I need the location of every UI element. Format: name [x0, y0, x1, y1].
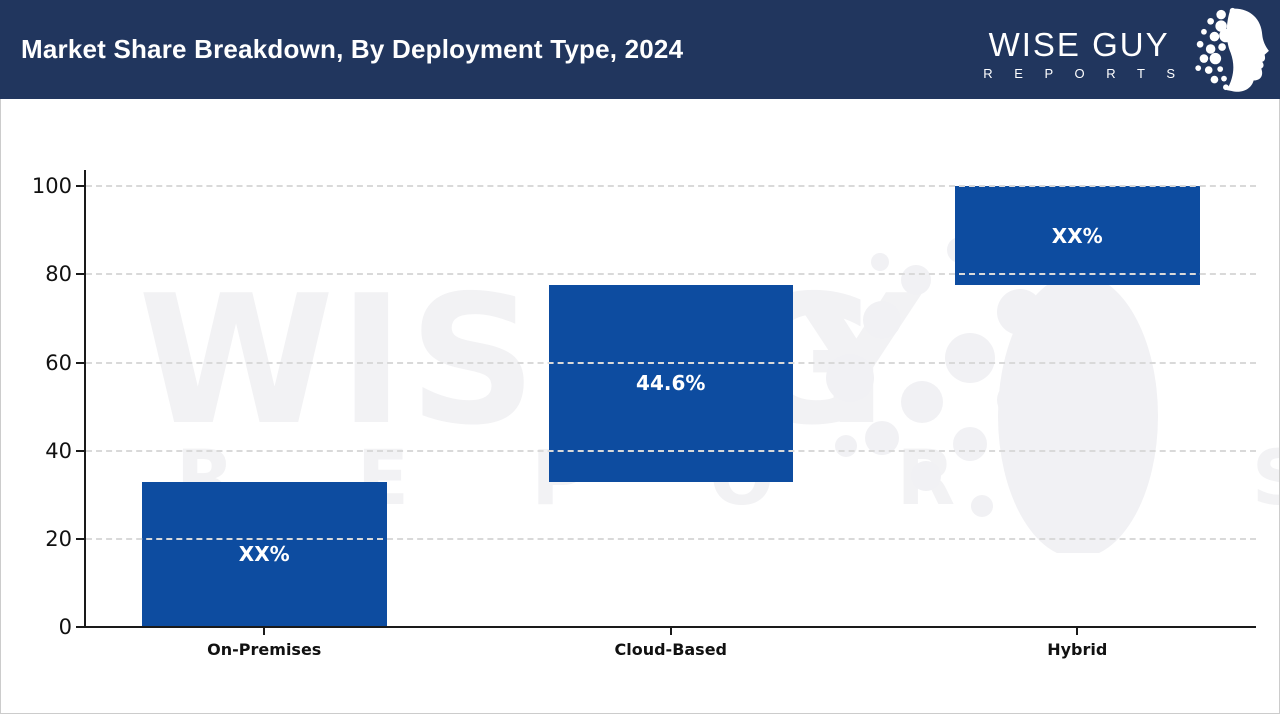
x-tick-mark-Hybrid [1076, 628, 1079, 635]
brand-name: WISE GUY [988, 26, 1170, 63]
y-tick-mark-60 [76, 361, 84, 364]
x-category-label: Hybrid [1047, 640, 1108, 659]
y-tick-label-100: 100 [31, 174, 72, 199]
gridline-80 [86, 273, 1256, 276]
header-bar: Market Share Breakdown, By Deployment Ty… [0, 0, 1280, 99]
brand-text: WISE GUY R E P O R T S [974, 28, 1184, 81]
y-tick-mark-100 [76, 185, 84, 188]
x-tick-mark-On-Premises [263, 628, 266, 635]
gridline-40 [86, 449, 1256, 452]
brand-head-icon [1195, 7, 1269, 92]
bar-value-label: 44.6% [636, 371, 706, 396]
y-tick-label-20: 20 [45, 526, 72, 551]
x-category-label: On-Premises [207, 640, 322, 659]
brand-subtitle: R E P O R T S [983, 66, 1184, 81]
bar-Hybrid: XX% [955, 186, 1200, 285]
brand-logo: WISE GUY R E P O R T S [974, 6, 1274, 92]
y-tick-label-80: 80 [45, 262, 72, 287]
y-tick-mark-80 [76, 273, 84, 276]
gridline-20 [86, 537, 1256, 540]
gridline-60 [86, 361, 1256, 364]
bar-On-Premises: XX% [142, 481, 387, 627]
x-category-label: Cloud-Based [614, 640, 728, 659]
chart-title: Market Share Breakdown, By Deployment Ty… [21, 34, 684, 64]
y-tick-label-60: 60 [45, 350, 72, 375]
gridline-100 [86, 185, 1256, 188]
bar-value-label: XX% [1051, 223, 1103, 248]
y-tick-label-0: 0 [58, 615, 72, 639]
y-tick-mark-0 [76, 626, 84, 628]
bar-value-label: XX% [238, 542, 290, 567]
y-tick-mark-40 [76, 449, 84, 452]
y-tick-mark-20 [76, 537, 84, 540]
y-axis [84, 170, 86, 628]
x-tick-mark-Cloud-Based [669, 628, 672, 635]
x-axis [84, 626, 1256, 628]
y-tick-label-40: 40 [45, 438, 72, 463]
bar-Cloud-Based: 44.6% [548, 284, 793, 482]
